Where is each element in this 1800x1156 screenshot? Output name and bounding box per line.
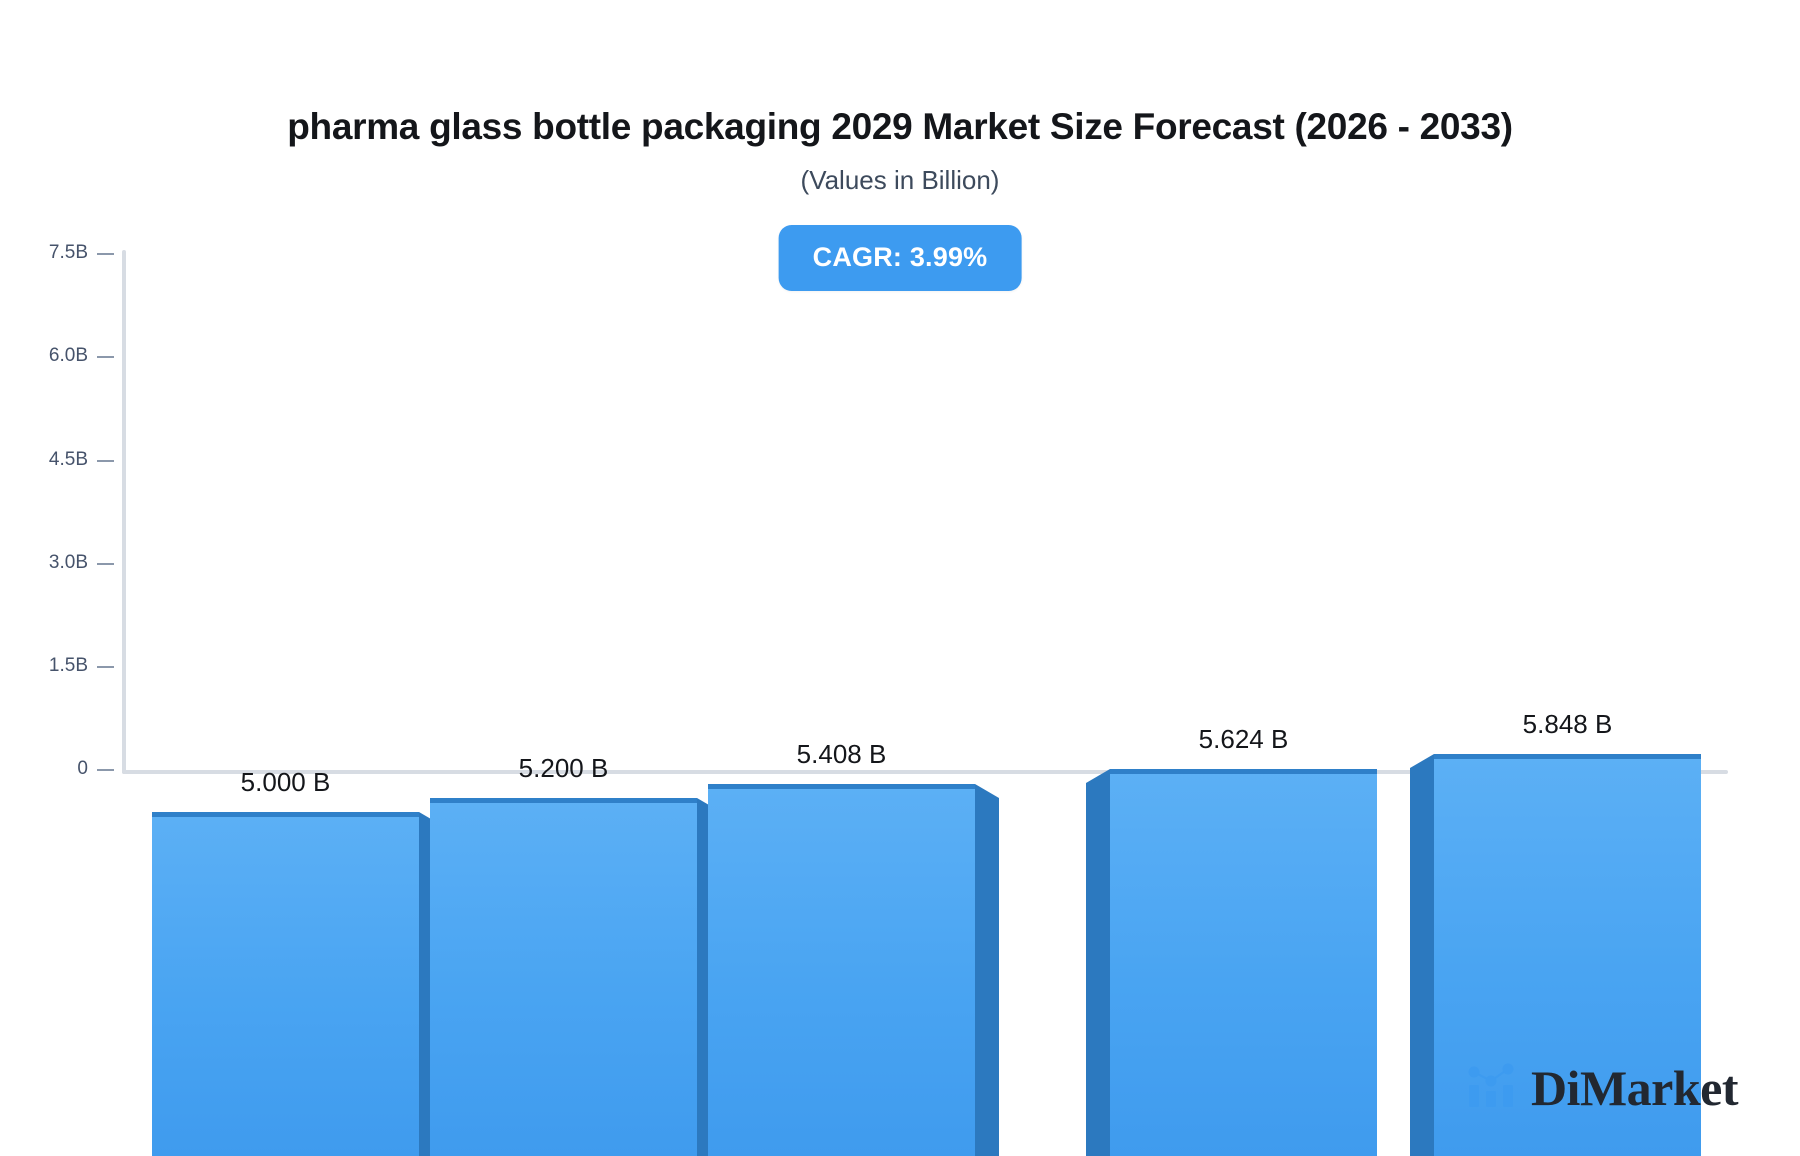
bar-top-edge xyxy=(1110,769,1377,774)
bar-side-face xyxy=(1086,769,1110,1156)
y-tick-mark xyxy=(97,253,114,255)
bar-2027[interactable] xyxy=(708,784,999,1156)
y-tick-label: 7.5B xyxy=(48,242,88,263)
page-title: pharma glass bottle packaging 2029 Marke… xyxy=(287,106,1513,147)
bar-side-face xyxy=(1410,754,1434,1156)
cagr-badge: CAGR: 3.99% xyxy=(778,225,1022,291)
title-block: pharma glass bottle packaging 2029 Marke… xyxy=(0,106,1800,196)
bar-top-edge xyxy=(1434,754,1701,759)
bar-chart-dots-icon xyxy=(1465,1061,1517,1114)
logo-wordmark: DiMarket xyxy=(1530,1059,1739,1116)
bar-value-label: 5.408 B xyxy=(796,739,887,769)
bar-top-edge xyxy=(430,798,697,803)
brand-logo: DiMarket xyxy=(1465,1059,1739,1116)
y-tick-mark xyxy=(97,769,114,771)
bar-top-edge xyxy=(708,784,975,789)
y-tick-label: 1.5B xyxy=(48,655,88,676)
bar-value-label: 5.848 B xyxy=(1522,709,1613,739)
bar-top-edge xyxy=(152,812,419,817)
bar-2025[interactable] xyxy=(152,812,443,1156)
y-tick-label: 6.0B xyxy=(48,345,88,366)
bar-value-label: 5.000 B xyxy=(240,767,331,797)
bar-group-2028: 5.624 B 2028 xyxy=(1086,386,1377,1156)
y-tick-mark xyxy=(97,356,114,358)
bar-group-2029: 5.848 B 2029 xyxy=(1410,386,1701,1156)
bar-2028[interactable] xyxy=(1086,769,1377,1156)
y-tick-mark xyxy=(97,666,114,668)
y-tick-label: 0 xyxy=(77,758,88,779)
bar-value-label: 5.624 B xyxy=(1198,724,1289,754)
y-tick-mark xyxy=(97,563,114,565)
bar-front-face xyxy=(708,784,975,1156)
y-tick-label: 4.5B xyxy=(48,449,88,470)
bar-group-2026: 5.200 B 2026 xyxy=(430,386,721,1156)
bar-value-label: 5.200 B xyxy=(518,753,609,783)
x-axis-line xyxy=(122,770,1728,774)
bar-side-face xyxy=(975,784,999,1156)
bar-group-2027: 5.408 B 2027 xyxy=(708,386,999,1156)
chart-subtitle: (Values in Billion) xyxy=(800,164,1000,195)
y-tick-mark xyxy=(97,460,114,462)
bar-front-face xyxy=(1110,769,1377,1156)
bar-front-face xyxy=(152,812,419,1156)
bar-front-face xyxy=(430,798,697,1156)
bar-2026[interactable] xyxy=(430,798,721,1156)
y-tick-label: 3.0B xyxy=(48,552,88,573)
y-axis-line xyxy=(122,250,126,774)
bar-group-2025: 5.000 B 2025 xyxy=(152,386,443,1156)
